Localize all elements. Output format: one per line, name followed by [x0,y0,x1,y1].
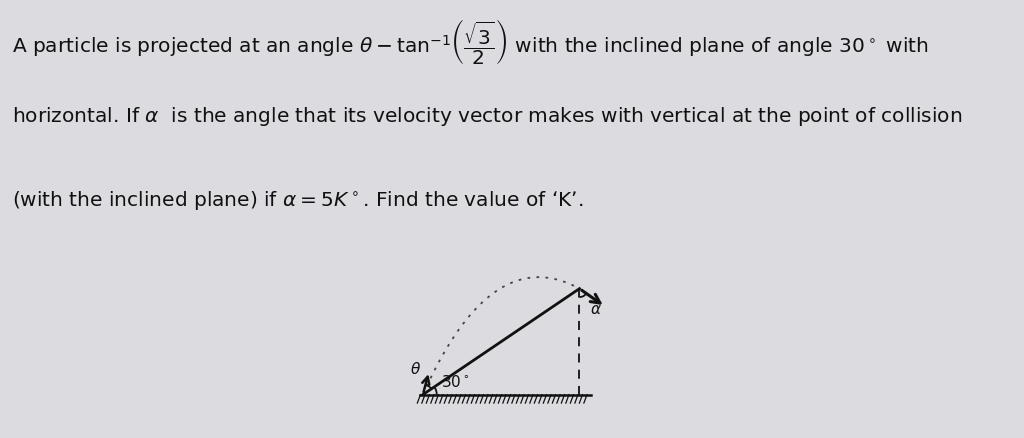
Text: $30^\circ$: $30^\circ$ [441,374,470,390]
Text: $\theta$: $\theta$ [411,360,421,377]
Text: (with the inclined plane) if $\alpha = 5K^\circ$. Find the value of ‘K’.: (with the inclined plane) if $\alpha = 5… [12,189,584,212]
Text: $\alpha$: $\alpha$ [590,302,602,317]
Text: horizontal. If $\alpha$  is the angle that its velocity vector makes with vertic: horizontal. If $\alpha$ is the angle tha… [12,105,963,128]
Text: A particle is projected at an angle $\theta - \tan^{-1}\!\left(\dfrac{\sqrt{3}}{: A particle is projected at an angle $\th… [12,17,929,67]
